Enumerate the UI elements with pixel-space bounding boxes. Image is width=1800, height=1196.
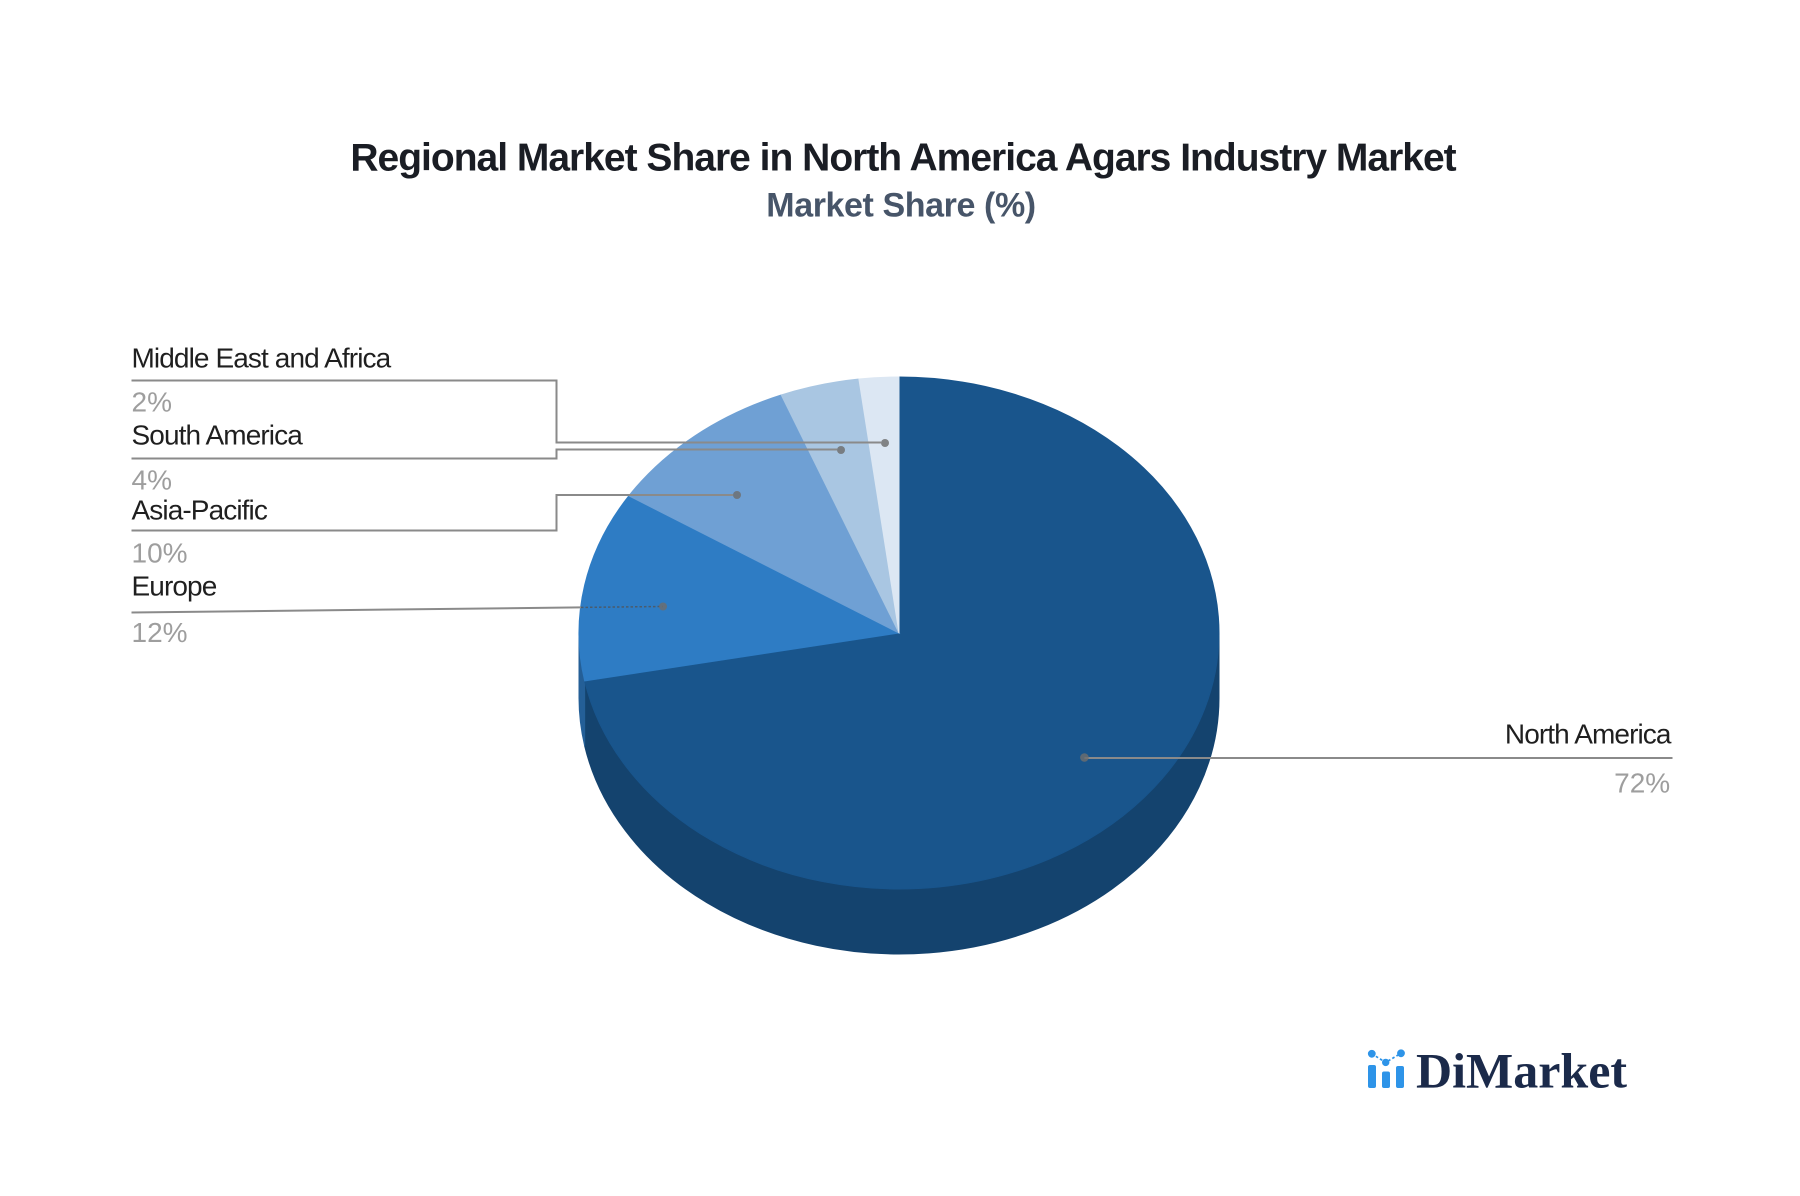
svg-text:12%: 12% [132, 617, 188, 648]
svg-text:Middle East and Africa: Middle East and Africa [132, 342, 392, 373]
svg-text:Market Share (%): Market Share (%) [766, 187, 1035, 225]
svg-text:72%: 72% [1614, 767, 1670, 798]
svg-text:DiMarket: DiMarket [1416, 1043, 1627, 1099]
svg-text:2%: 2% [132, 386, 172, 417]
svg-text:Asia-Pacific: Asia-Pacific [132, 495, 268, 526]
svg-text:Europe: Europe [132, 571, 217, 602]
svg-text:10%: 10% [132, 538, 188, 569]
svg-text:South America: South America [132, 420, 304, 451]
svg-text:Regional Market Share in North: Regional Market Share in North America A… [350, 136, 1456, 179]
svg-text:North America: North America [1505, 718, 1672, 749]
svg-text:4%: 4% [132, 465, 172, 496]
